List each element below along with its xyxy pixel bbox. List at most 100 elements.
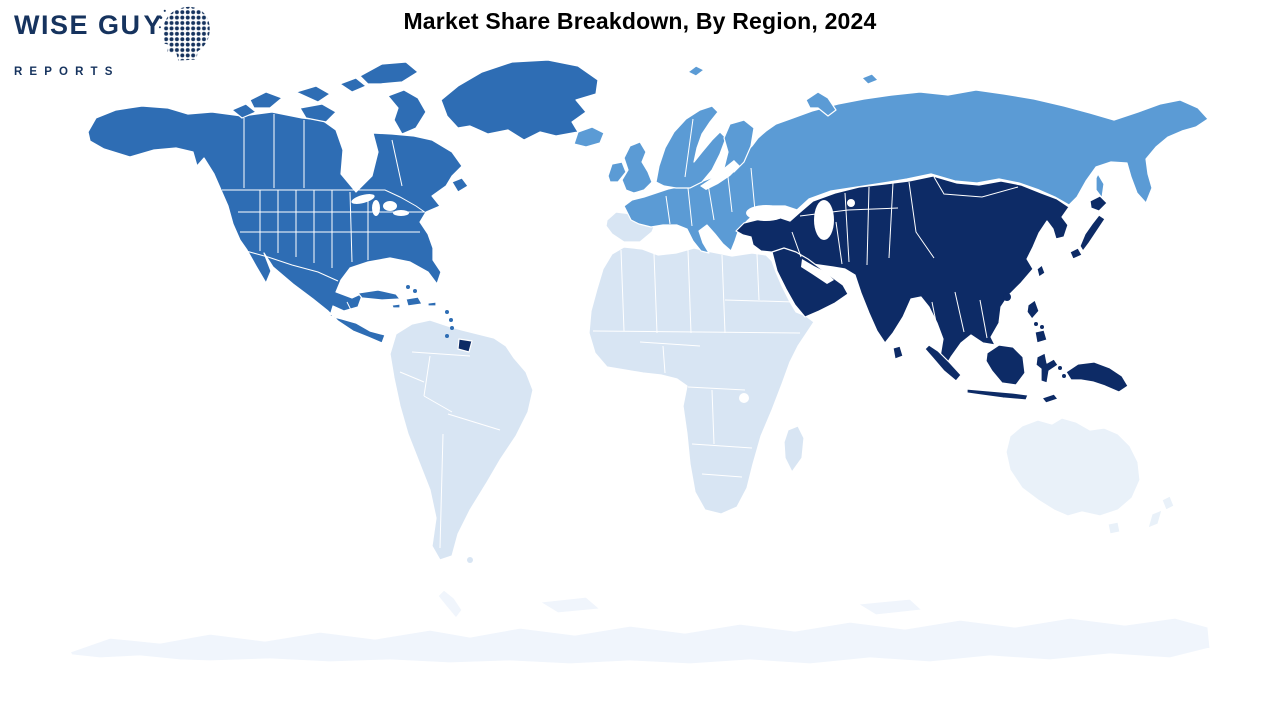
lake-victoria — [739, 393, 749, 403]
indonesia-java — [966, 388, 1029, 401]
moluccas — [1058, 366, 1062, 370]
border-line — [687, 249, 692, 334]
border-line — [750, 167, 756, 212]
falkland-islands — [467, 557, 473, 563]
scatter-dot — [158, 26, 161, 29]
country-australia — [1005, 417, 1141, 517]
philippines-visayas — [1034, 322, 1038, 326]
philippines-luzon — [1026, 299, 1040, 320]
taiwan — [1036, 264, 1046, 278]
brand-logo: WISE GU Y REPORTS — [14, 4, 214, 78]
border-line — [222, 189, 427, 214]
sakhalin — [1095, 173, 1105, 199]
border-line — [411, 351, 471, 357]
japan-hokkaido — [1089, 195, 1108, 212]
region-antarctica — [69, 589, 1211, 665]
timor — [1041, 393, 1059, 404]
sri-lanka — [892, 345, 904, 360]
indonesia-borneo — [985, 344, 1026, 386]
border-line — [756, 253, 760, 301]
border-line — [399, 371, 425, 383]
country-ireland — [607, 161, 627, 183]
bahamas — [406, 285, 410, 289]
internal-borders-north-america — [222, 114, 427, 333]
brand-row: WISE GU Y — [14, 4, 214, 64]
ice-shelf-amery — [857, 598, 923, 616]
scatter-dot — [159, 16, 162, 19]
arctic-island-banks — [249, 91, 283, 109]
lake-huron — [383, 201, 397, 211]
philippines-visayas — [1040, 325, 1044, 329]
internal-border-scandinavia — [684, 118, 694, 178]
border-line — [639, 341, 701, 347]
internal-borders-africa — [592, 249, 801, 478]
internal-borders-europe-russia — [665, 167, 756, 227]
border-line — [687, 187, 693, 227]
border-line — [866, 186, 870, 266]
region-north-america — [87, 59, 599, 344]
moluccas — [1062, 374, 1066, 378]
novaya-zemlya — [805, 91, 837, 117]
border-line — [662, 345, 666, 374]
bahamas — [413, 289, 417, 293]
aral-sea — [847, 199, 855, 207]
border-line — [349, 191, 353, 263]
border-line — [908, 181, 935, 259]
border-line — [391, 139, 403, 187]
arctic-island-ellesmere — [359, 61, 419, 85]
indonesia-sulawesi — [1035, 352, 1059, 384]
baltic-sea — [700, 160, 740, 190]
hainan — [1003, 293, 1011, 301]
brand-name-y: Y — [143, 10, 162, 40]
country-madagascar — [783, 425, 805, 473]
border-line — [439, 433, 444, 549]
border-line — [835, 221, 843, 265]
brand-subtitle: REPORTS — [14, 66, 120, 78]
lesser-antilles — [449, 318, 453, 322]
new-zealand-north-island — [1161, 495, 1175, 511]
tasmania — [1107, 521, 1121, 535]
antarctic-peninsula — [437, 589, 463, 619]
border-line — [620, 249, 625, 332]
border-line — [799, 207, 899, 217]
lake-erie-ontario — [393, 210, 409, 216]
border-line — [711, 389, 715, 445]
region-oceania — [1005, 417, 1175, 535]
arctic-island-baffin — [387, 89, 427, 135]
svalbard — [687, 65, 705, 77]
japan-kyushu — [1069, 247, 1083, 260]
brand-head-dots-icon — [158, 6, 210, 61]
lesser-antilles — [445, 310, 449, 314]
border-line — [687, 386, 746, 391]
chart-title: Market Share Breakdown, By Region, 2024 — [403, 8, 877, 34]
country-cuba — [357, 289, 401, 301]
internal-borders-south-america — [399, 351, 501, 549]
philippines-mindanao — [1034, 329, 1048, 344]
border-line — [423, 395, 453, 413]
region-south-america — [389, 319, 534, 563]
border-line — [691, 443, 753, 449]
border-line — [653, 253, 658, 334]
border-line — [933, 176, 1019, 198]
border-line — [791, 231, 802, 258]
border-line — [665, 195, 671, 225]
lake-superior — [351, 194, 375, 204]
country-antarctica — [69, 617, 1211, 665]
newfoundland — [451, 177, 469, 193]
head-silhouette — [162, 6, 210, 61]
border-line — [954, 291, 965, 333]
lesser-antilles — [445, 334, 449, 338]
scatter-dot — [163, 9, 166, 12]
border-line — [245, 250, 339, 282]
border-line — [724, 299, 796, 303]
country-iceland — [573, 126, 605, 148]
lesser-antilles — [450, 326, 454, 330]
scandinavia — [655, 105, 727, 189]
border-line — [888, 182, 894, 259]
border-line — [684, 118, 694, 178]
puerto-rico — [427, 301, 437, 307]
border-line — [979, 299, 988, 339]
jamaica — [391, 303, 401, 309]
indonesia-sumatra — [924, 344, 962, 382]
